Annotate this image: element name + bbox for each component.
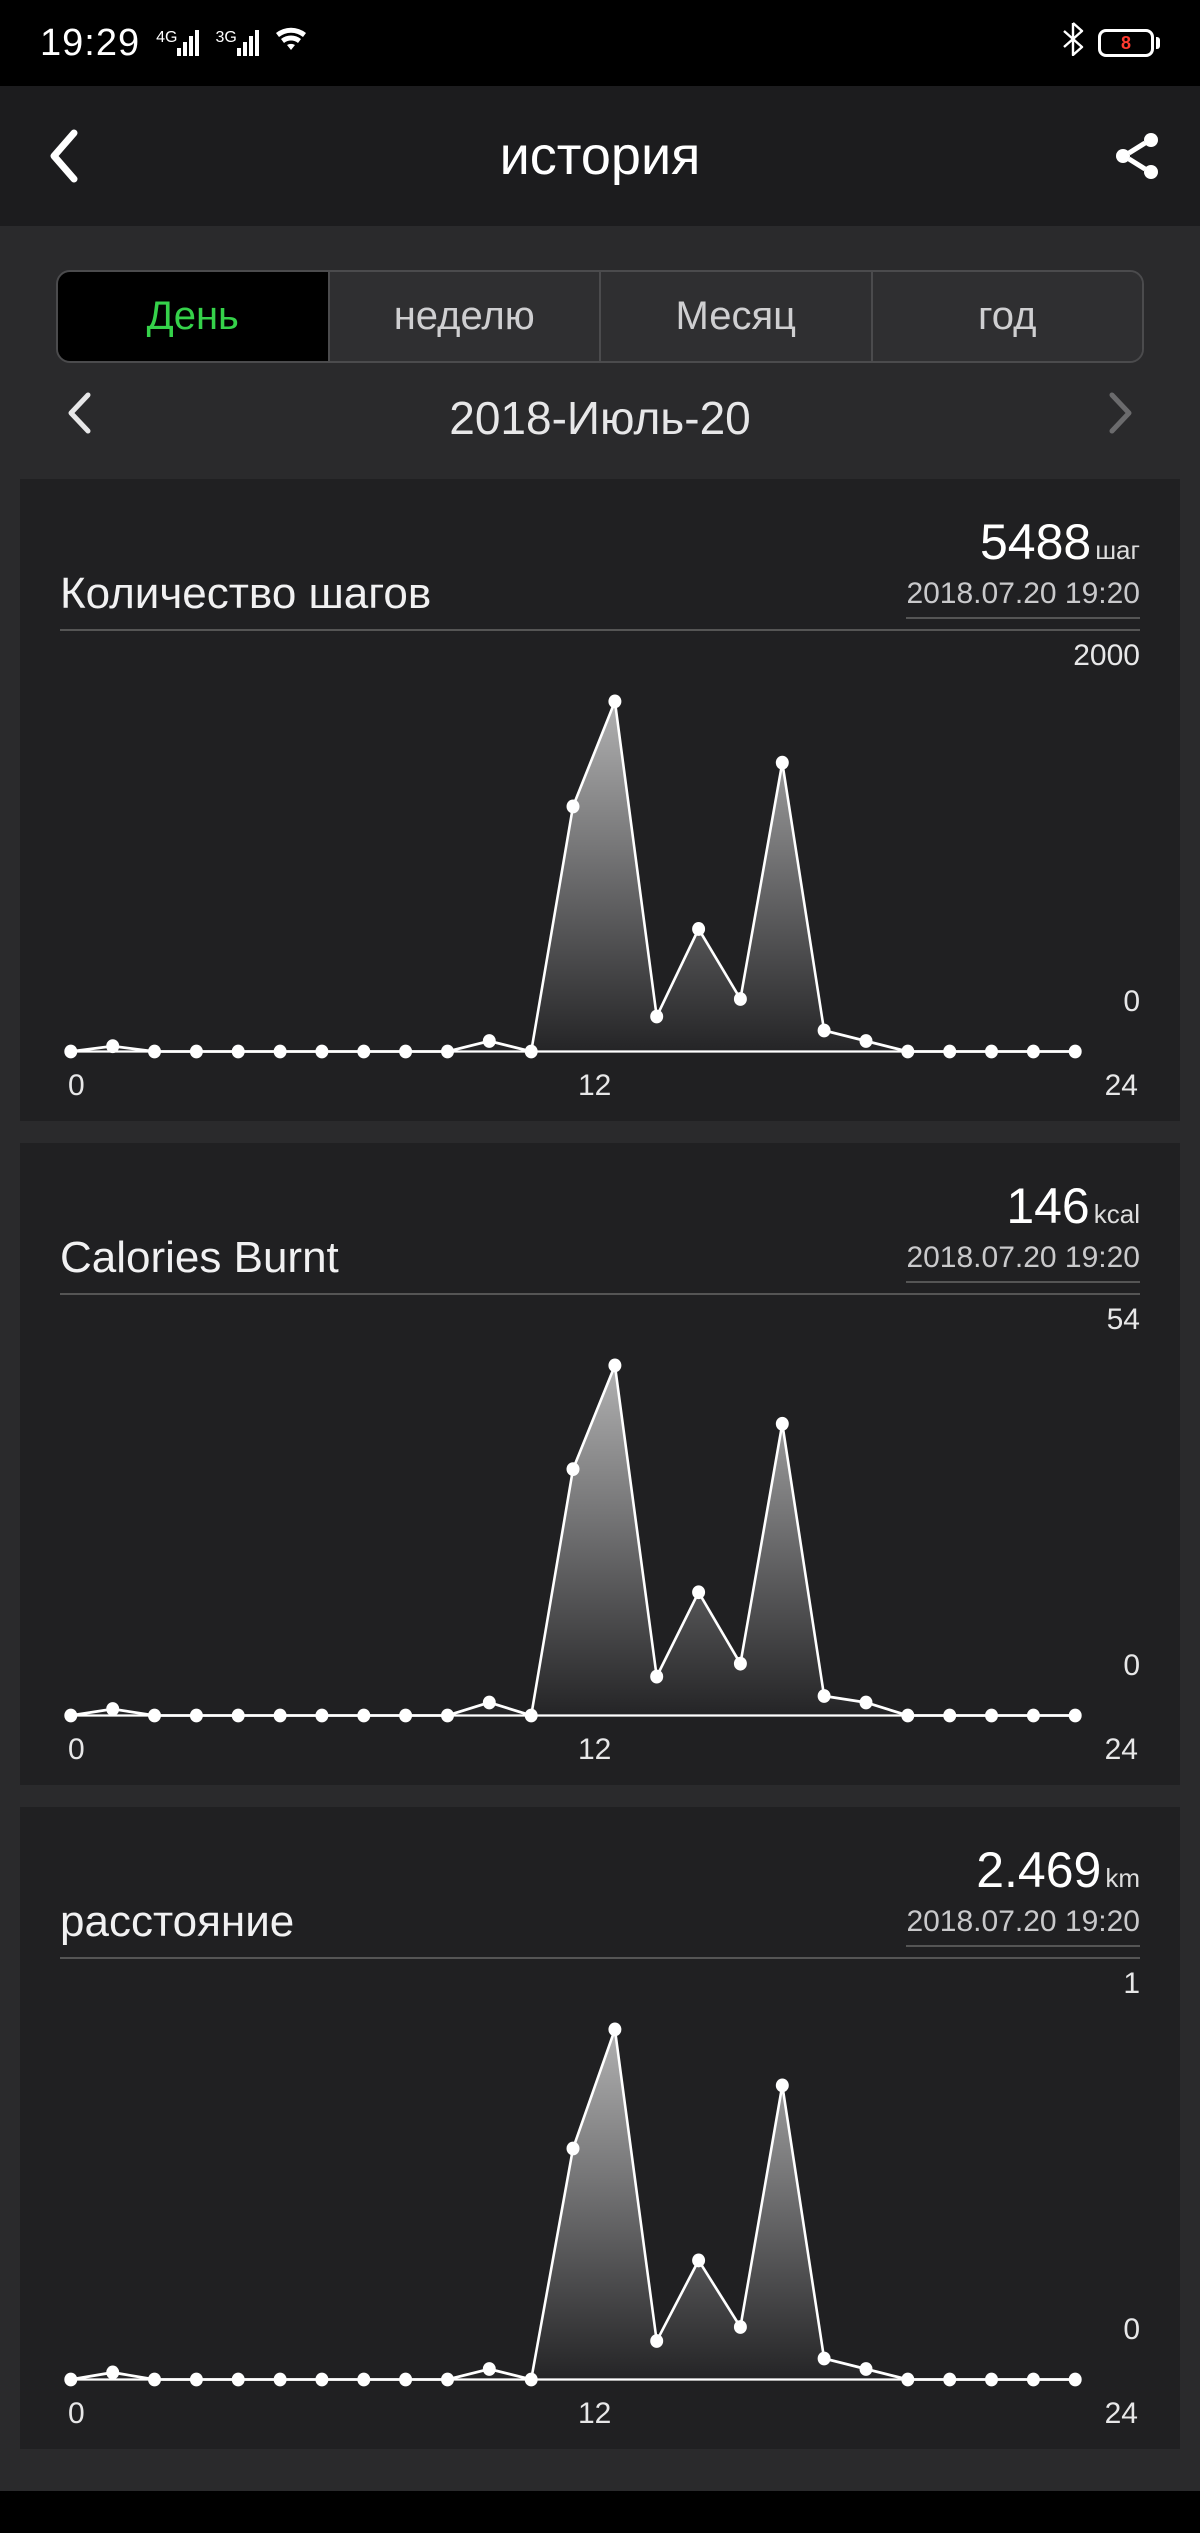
status-bar: 19:29 4G 3G 8 (0, 0, 1200, 86)
date-prev-button[interactable] (66, 391, 92, 445)
metric-unit: km (1105, 1863, 1140, 1893)
metric-card-2: расстояние 2.469km 2018.07.20 19:20 1 0 … (20, 1807, 1180, 2449)
chart-area: 0 (60, 683, 1140, 1063)
metric-value: 5488 (980, 514, 1091, 570)
date-label: 2018-Июль-20 (449, 391, 751, 445)
metric-value: 2.469 (976, 1842, 1101, 1898)
card-title: расстояние (60, 1897, 294, 1947)
app-header: история (0, 86, 1200, 226)
card-title: Количество шагов (60, 569, 431, 619)
chart-yzero: 0 (1123, 1649, 1140, 1683)
chart-ymax: 2000 (60, 639, 1140, 673)
metric-card-0: Количество шагов 5488шаг 2018.07.20 19:2… (20, 479, 1180, 1121)
back-button[interactable] (28, 121, 98, 191)
status-time: 19:29 (40, 22, 140, 65)
tab-неделю[interactable]: неделю (330, 272, 602, 361)
signal-1: 4G (154, 30, 199, 56)
chart-area: 0 (60, 2011, 1140, 2391)
metric-unit: kcal (1094, 1199, 1140, 1229)
share-button[interactable] (1102, 121, 1172, 191)
tab-год[interactable]: год (873, 272, 1143, 361)
metric-timestamp: 2018.07.20 19:20 (906, 1241, 1140, 1283)
chart-yzero: 0 (1123, 985, 1140, 1019)
metric-unit: шаг (1095, 535, 1140, 565)
chart-xlabels: 01224 (60, 2397, 1140, 2431)
bluetooth-icon (1062, 22, 1084, 65)
wifi-icon (273, 24, 309, 63)
chart-yzero: 0 (1123, 2313, 1140, 2347)
signal-2: 3G (213, 30, 258, 56)
metric-timestamp: 2018.07.20 19:20 (906, 1905, 1140, 1947)
period-tabs: ДеньнеделюМесяцгод (56, 270, 1144, 363)
content-area: ДеньнеделюМесяцгод 2018-Июль-20 Количест… (0, 226, 1200, 2491)
metric-value: 146 (1006, 1178, 1089, 1234)
chart-ymax: 54 (60, 1303, 1140, 1337)
metric-timestamp: 2018.07.20 19:20 (906, 577, 1140, 619)
tab-День[interactable]: День (58, 272, 330, 361)
chart-area: 0 (60, 1347, 1140, 1727)
chart-xlabels: 01224 (60, 1733, 1140, 1767)
chart-xlabels: 01224 (60, 1069, 1140, 1103)
page-title: история (500, 125, 701, 187)
chart-ymax: 1 (60, 1967, 1140, 2001)
card-title: Calories Burnt (60, 1233, 339, 1283)
date-next-button[interactable] (1108, 391, 1134, 445)
tab-Месяц[interactable]: Месяц (601, 272, 873, 361)
battery-icon: 8 (1098, 29, 1160, 57)
date-selector: 2018-Июль-20 (20, 381, 1180, 479)
metric-card-1: Calories Burnt 146kcal 2018.07.20 19:20 … (20, 1143, 1180, 1785)
